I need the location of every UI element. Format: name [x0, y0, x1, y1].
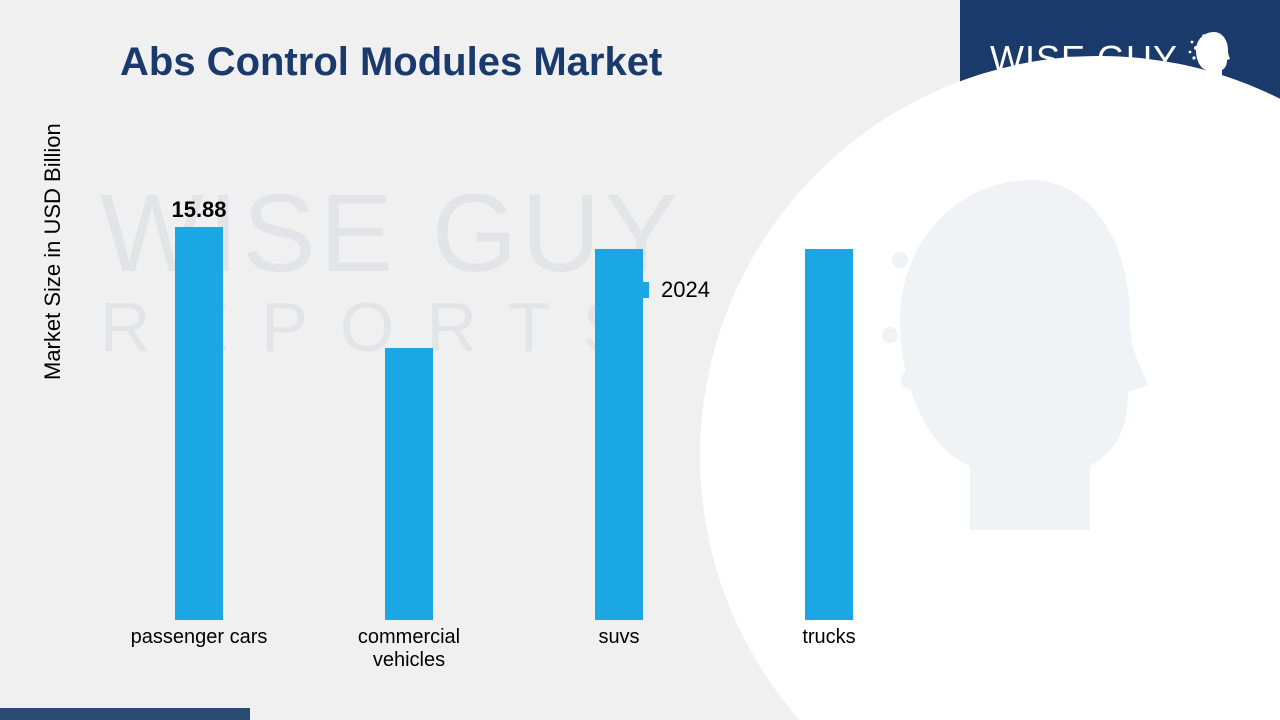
- plot-region: passenger cars15.88commercial vehiclessu…: [110, 150, 980, 620]
- bar: [385, 348, 433, 620]
- category-label: trucks: [749, 626, 909, 649]
- category-label: suvs: [539, 626, 699, 649]
- footer-border: [0, 708, 250, 720]
- value-label: 15.88: [149, 197, 249, 223]
- bar: [595, 249, 643, 620]
- chart-canvas: WISE GUY REPORTS: [0, 0, 1280, 720]
- bar: [805, 249, 853, 620]
- bar: [175, 227, 223, 620]
- y-axis-label: Market Size in USD Billion: [40, 123, 66, 380]
- chart-title: Abs Control Modules Market: [120, 40, 662, 85]
- category-label: passenger cars: [119, 626, 279, 649]
- category-label: commercial vehicles: [329, 626, 489, 672]
- chart-area: passenger cars15.88commercial vehiclessu…: [110, 150, 980, 650]
